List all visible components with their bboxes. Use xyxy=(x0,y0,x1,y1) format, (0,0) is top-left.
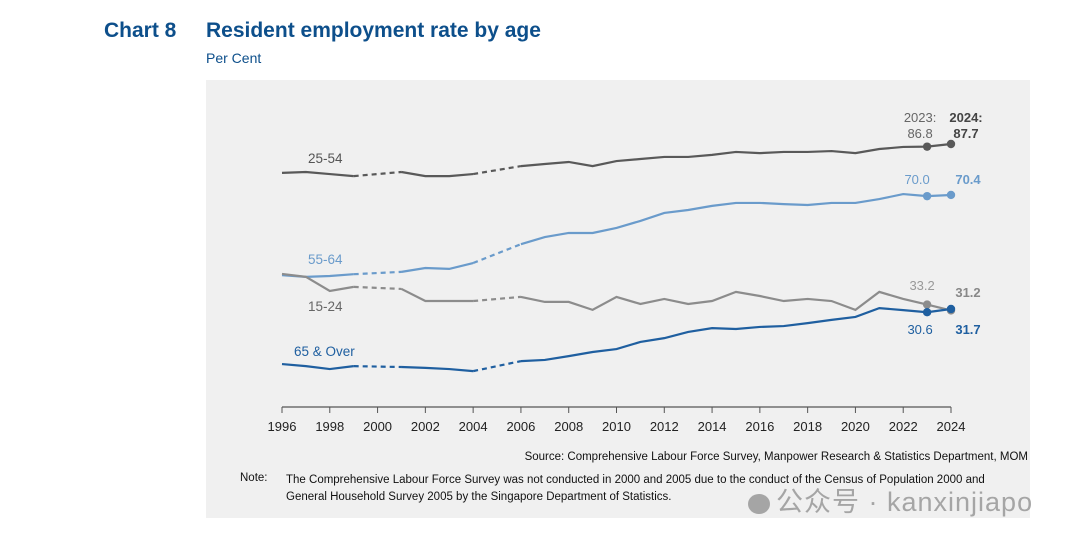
source-text: Source: Comprehensive Labour Force Surve… xyxy=(524,451,1028,463)
label-65-over-2024: 31.7 xyxy=(955,322,980,337)
series-15-24-gap-line xyxy=(473,295,522,303)
x-tick-label: 1998 xyxy=(315,419,344,434)
x-tick-label: 2002 xyxy=(411,419,440,434)
watermark: 公众号 · kanxinjiapo xyxy=(748,480,1033,519)
label-55-64-2023: 70.0 xyxy=(904,172,929,187)
chart-number: Chart 8 xyxy=(104,19,177,42)
series-25-54-name-label: 25-54 xyxy=(308,151,343,166)
chart-title: Resident employment rate by age xyxy=(206,19,541,42)
series-55-64-point-2023 xyxy=(922,191,932,201)
label-15-24-2023: 33.2 xyxy=(909,278,934,293)
label-15-24-2024: 31.2 xyxy=(955,285,980,300)
x-tick-label: 2006 xyxy=(506,419,535,434)
x-tick-label: 1996 xyxy=(268,419,297,434)
series-65-over-line xyxy=(281,362,354,371)
series-65-over-name-label: 65 & Over xyxy=(294,344,355,359)
series-25-54-line xyxy=(401,170,474,178)
note-label: Note: xyxy=(240,472,268,484)
series-55-64-line xyxy=(520,192,952,246)
series-55-64-gap-line xyxy=(353,270,402,276)
label-55-64-2024: 70.4 xyxy=(955,172,981,187)
x-tick-label: 2008 xyxy=(554,419,583,434)
x-tick-label: 2024 xyxy=(937,419,966,434)
label-65-over-2023: 30.6 xyxy=(907,322,932,337)
line-chart: 1996 1998 2000 2002 2004 2006 2008 2010 2012 2014… xyxy=(268,110,983,434)
series-15-24-line xyxy=(281,272,354,293)
x-tick-label: 2000 xyxy=(363,419,392,434)
watermark-text: 公众号 · kanxinjiapo xyxy=(776,487,1034,517)
x-tick-label: 2020 xyxy=(841,419,870,434)
label-25-54-2023: 2023: 86.8 xyxy=(904,110,937,141)
series-25-54-point-2023 xyxy=(922,142,932,151)
series-55-64-line xyxy=(401,261,474,273)
series-25-54-gap-line xyxy=(353,170,402,178)
label-25-54-2024: 2024: 87.7 xyxy=(949,110,982,141)
series-55-64-point-2024 xyxy=(946,190,956,200)
series-65-over-line xyxy=(401,365,474,373)
series-65-over-gap-line xyxy=(472,360,522,373)
series-15-24-gap-line xyxy=(353,285,402,291)
x-tick-label: 2010 xyxy=(602,419,631,434)
series-15-24-line xyxy=(520,290,952,312)
series-55-64-name-label: 55-64 xyxy=(308,252,343,267)
series-65-over-point-2023 xyxy=(922,308,932,317)
series-25-54-line xyxy=(281,170,354,178)
x-tick-label: 2016 xyxy=(745,419,774,434)
series-25-54-line xyxy=(520,142,952,168)
note-text: The Comprehensive Labour Force Survey wa… xyxy=(286,474,985,503)
series-65-over-gap-line xyxy=(353,365,402,369)
series-65-over-line xyxy=(520,306,952,363)
series-65-over-point-2024 xyxy=(946,304,956,314)
wechat-icon xyxy=(748,493,770,514)
series-25-54-point-2024 xyxy=(946,139,956,149)
chart-unit: Per Cent xyxy=(206,50,262,66)
series-55-64-gap-line xyxy=(472,243,522,265)
x-tick-label: 2004 xyxy=(459,419,488,434)
series-15-24-name-label: 15-24 xyxy=(308,299,343,314)
series-15-24-point-2023 xyxy=(922,300,932,309)
x-tick-label: 2018 xyxy=(793,419,822,434)
x-tick-label: 2014 xyxy=(698,419,727,434)
chart-panel: 1996 1998 2000 2002 2004 2006 2008 2010 2012 2014… xyxy=(206,80,1030,518)
x-tick-label: 2012 xyxy=(650,419,679,434)
x-tick-label: 2022 xyxy=(889,419,918,434)
series-25-54-gap-line xyxy=(472,165,522,176)
series-15-24-line xyxy=(400,287,474,303)
